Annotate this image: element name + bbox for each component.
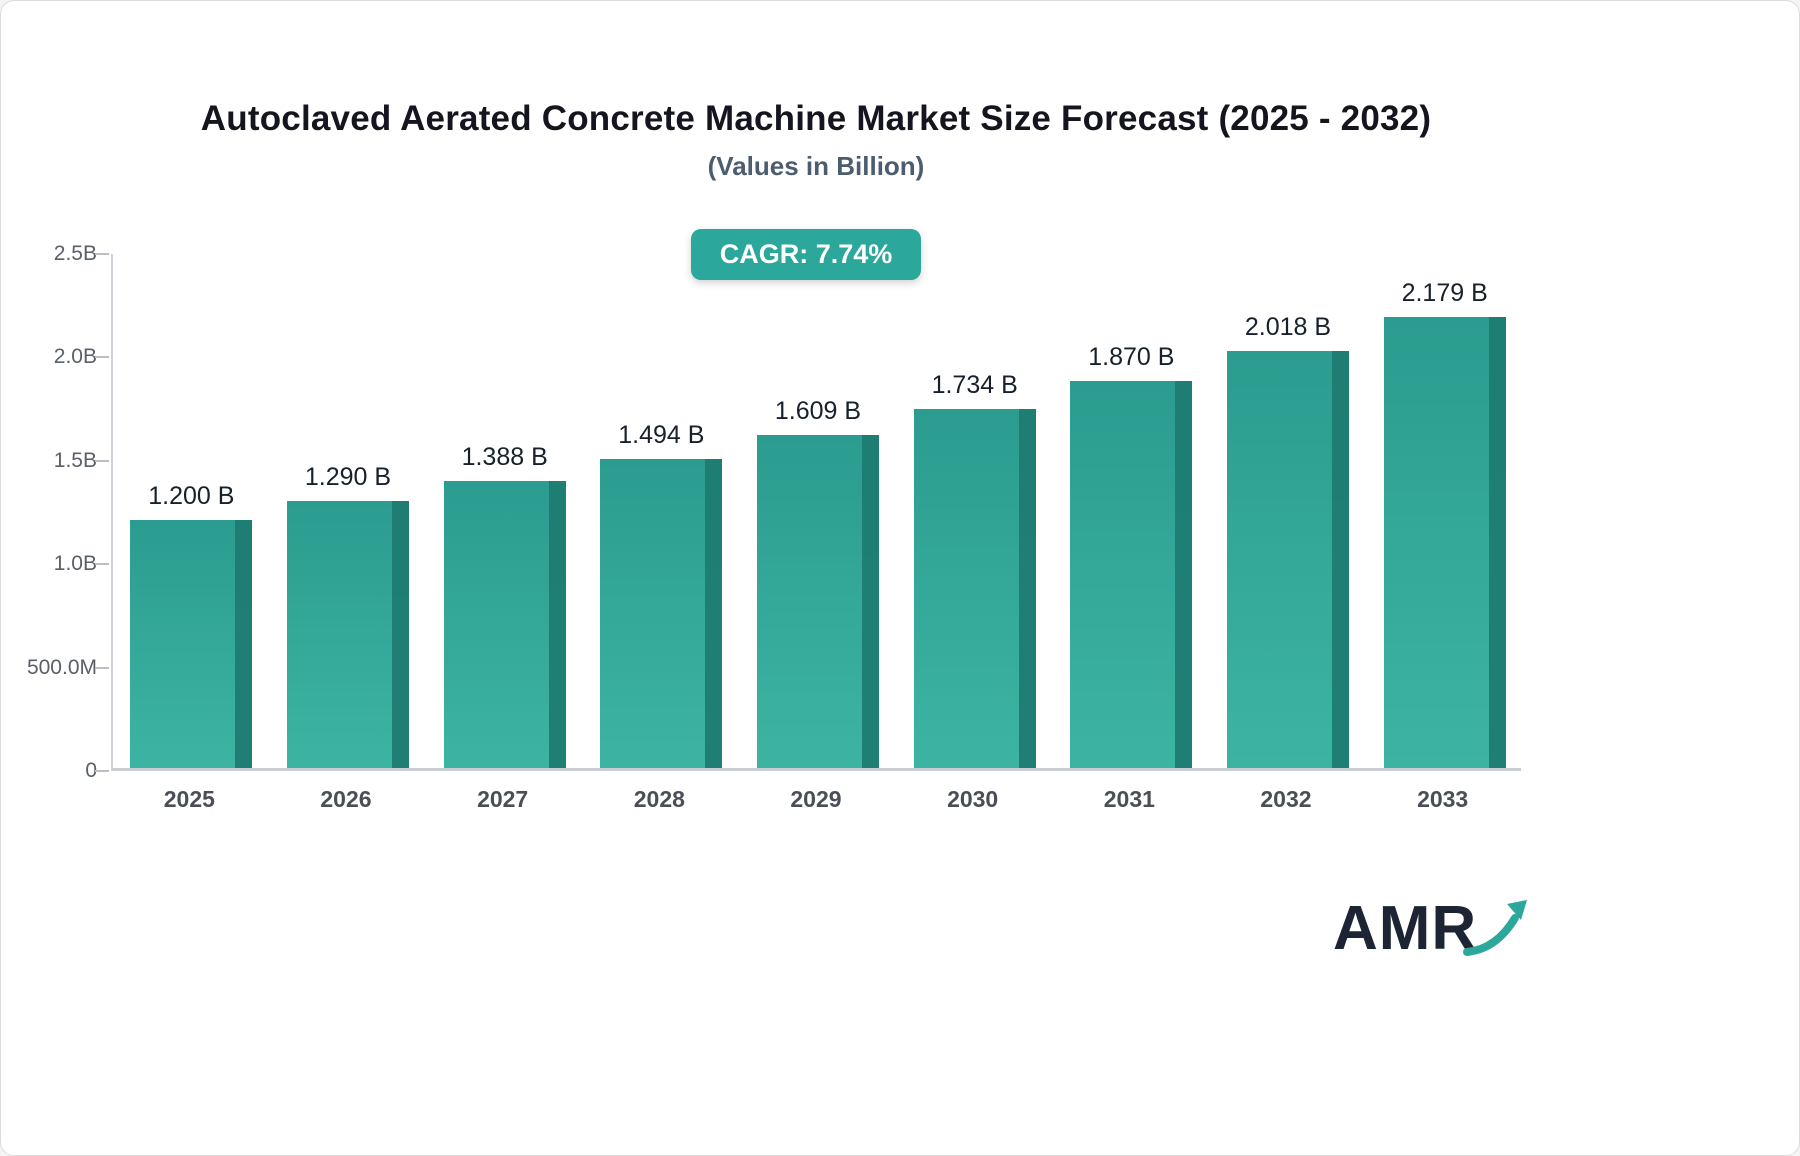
cagr-badge: CAGR: 7.74% — [691, 229, 921, 280]
x-tick-label: 2031 — [1103, 786, 1155, 812]
y-tick-label: 0 — [85, 759, 97, 782]
x-tick-label: 2025 — [163, 786, 215, 812]
bar — [1070, 381, 1193, 768]
bar-value-label: 1.200 B — [148, 481, 235, 510]
amr-logo-text: AMR — [1333, 894, 1478, 963]
bar-value-label: 2.018 B — [1244, 312, 1332, 341]
bar-column: 1.290 B — [270, 254, 427, 768]
bar — [756, 435, 879, 768]
y-tick-mark — [95, 563, 109, 566]
y-axis: 2.5B 2.0B 1.5B 1.0B 500.0M 0 — [1, 242, 97, 782]
x-axis: 2025 2026 2027 2028 2029 2030 2031 2032 2033 — [111, 786, 1521, 826]
bar-column: 1.870 B — [1053, 254, 1210, 768]
y-tick-label: 2.5B — [53, 242, 97, 265]
x-tick-label: 2033 — [1417, 786, 1469, 812]
bar-value-label: 1.734 B — [931, 371, 1018, 400]
bar-column: 2.018 B — [1210, 254, 1367, 769]
bar-value-label: 1.609 B — [774, 397, 862, 426]
bar-column: 1.494 B — [583, 254, 740, 768]
y-tick-mark — [95, 666, 109, 669]
x-tick-label: 2029 — [790, 786, 842, 812]
bar — [600, 459, 723, 768]
bar — [443, 481, 566, 768]
x-tick-label: 2027 — [477, 786, 529, 812]
logo-arrow-icon — [1463, 900, 1528, 956]
bar-column: 1.388 B — [426, 254, 583, 768]
bar — [913, 409, 1036, 768]
x-tick-label: 2032 — [1260, 786, 1312, 812]
y-tick-label: 1.5B — [53, 448, 97, 472]
y-tick-label: 500.0M — [26, 655, 97, 679]
bar — [286, 501, 409, 768]
bar-column: 2.179 B — [1366, 254, 1523, 768]
y-tick-mark — [95, 459, 109, 462]
plot-area: 1.200 B 1.290 B 1.388 B 1.494 B 1.609 B 1.734… — [95, 253, 1523, 772]
y-tick-label: 1.0B — [53, 552, 97, 576]
bar-value-label: 2.179 B — [1401, 279, 1488, 308]
chart-subtitle: (Values in Billion) — [707, 151, 925, 181]
bar — [1226, 350, 1349, 769]
bar-value-label: 1.290 B — [304, 463, 392, 492]
chart-title: Autoclaved Aerated Concrete Machine Mark… — [200, 99, 1432, 138]
y-tick-mark — [95, 253, 109, 255]
x-tick-label: 2026 — [320, 786, 372, 812]
x-tick-label: 2028 — [633, 786, 685, 812]
bar-value-label: 1.388 B — [461, 443, 548, 471]
bar-value-label: 1.494 B — [618, 421, 705, 449]
bar-value-label: 1.870 B — [1088, 343, 1175, 372]
x-tick-label: 2030 — [947, 786, 999, 812]
bar — [1383, 317, 1506, 768]
amr-logo: AMR — [1333, 894, 1531, 964]
bar-column: 1.734 B — [896, 254, 1053, 768]
bar-column: 1.609 B — [740, 254, 897, 768]
y-tick-mark — [95, 356, 109, 359]
y-tick-label: 2.0B — [53, 345, 97, 369]
bar — [130, 519, 253, 769]
bar-column: 1.200 B — [113, 254, 270, 769]
y-tick-mark — [95, 770, 109, 772]
